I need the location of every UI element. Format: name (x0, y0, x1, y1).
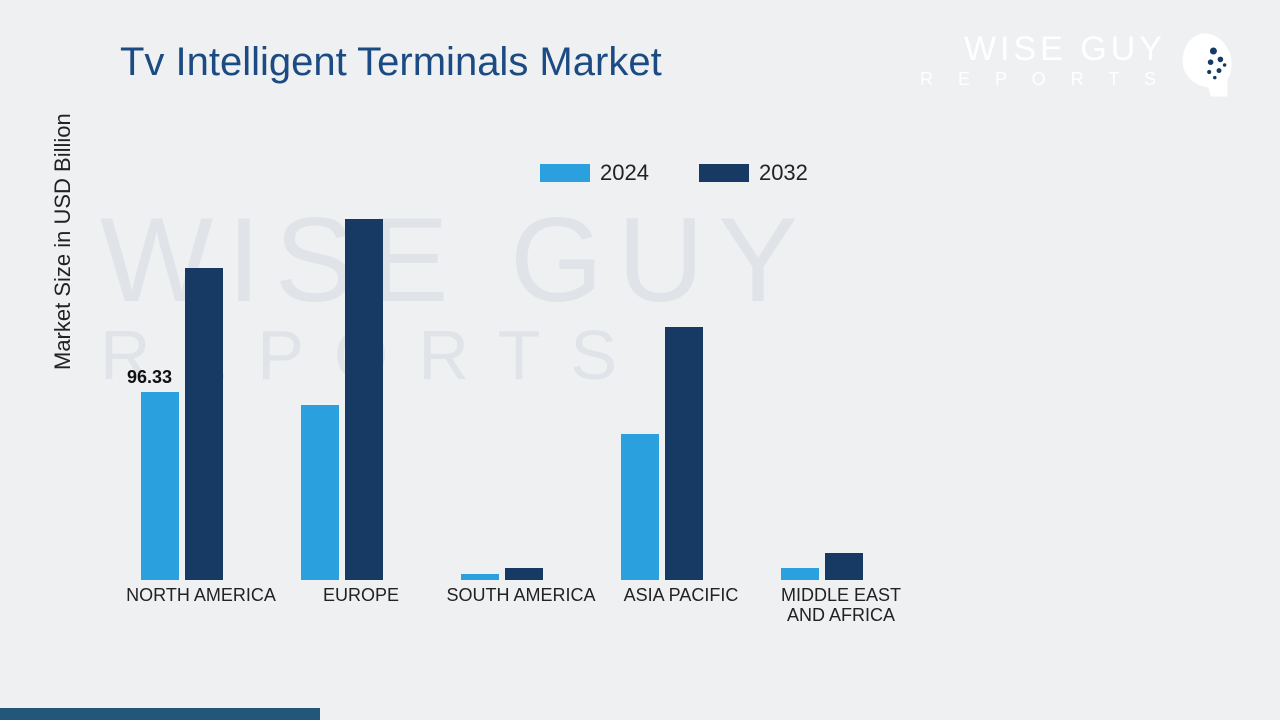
bar-value-label: 96.33 (127, 367, 172, 388)
bar-group: SOUTH AMERICA (461, 190, 581, 580)
legend: 2024 2032 (540, 160, 808, 186)
legend-swatch (540, 164, 590, 182)
brand-head-icon (1170, 30, 1240, 100)
bar-group: ASIA PACIFIC (621, 190, 741, 580)
bar (345, 219, 383, 580)
category-label: NORTH AMERICA (121, 586, 281, 606)
bar (461, 574, 499, 580)
legend-label: 2032 (759, 160, 808, 186)
right-panel (970, 0, 1280, 720)
footer-accent-bar (0, 708, 320, 720)
legend-item: 2032 (699, 160, 808, 186)
legend-label: 2024 (600, 160, 649, 186)
bar-group: EUROPE (301, 190, 421, 580)
bar-group: MIDDLE EAST AND AFRICA (781, 190, 901, 580)
bar (665, 327, 703, 581)
bar-group: 96.33NORTH AMERICA (141, 190, 261, 580)
chart-title: Tv Intelligent Terminals Market (120, 40, 662, 85)
category-label: ASIA PACIFIC (601, 586, 761, 606)
brand-line2: R E P O R T S (920, 69, 1166, 90)
chart-plot-area: 96.33NORTH AMERICA EUROPE SOUTH AMERICA ASI… (110, 190, 930, 580)
brand-line1: WISE GUY (920, 30, 1166, 69)
bar (621, 434, 659, 580)
category-label: SOUTH AMERICA (441, 586, 601, 606)
bar (781, 568, 819, 580)
y-axis-label: Market Size in USD Billion (50, 113, 76, 370)
bar (825, 553, 863, 580)
category-label: MIDDLE EAST AND AFRICA (761, 586, 921, 626)
bar (301, 405, 339, 581)
bar (505, 568, 543, 580)
legend-item: 2024 (540, 160, 649, 186)
category-label: EUROPE (281, 586, 441, 606)
bar (141, 392, 179, 580)
legend-swatch (699, 164, 749, 182)
brand-logo: WISE GUY R E P O R T S (920, 30, 1240, 100)
bar (185, 268, 223, 580)
